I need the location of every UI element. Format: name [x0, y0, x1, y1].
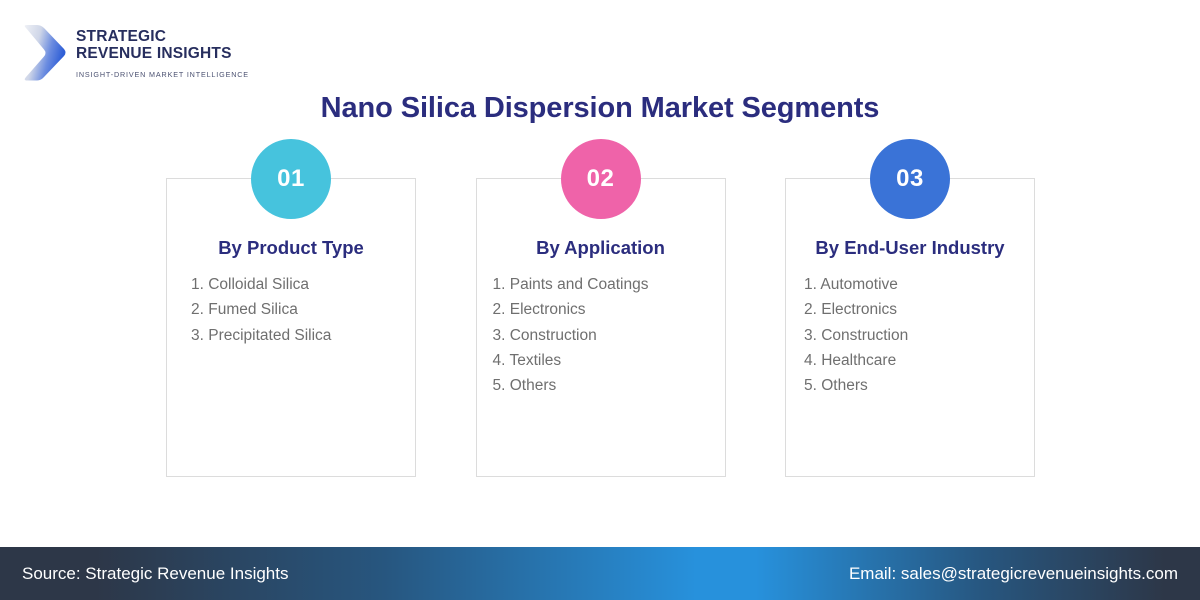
- segment-heading-end-user-industry: By End-User Industry: [815, 237, 1005, 258]
- list-item: 4. Healthcare: [804, 351, 897, 369]
- list-item: 1. Automotive: [804, 276, 898, 293]
- segment-heading-application: By Application: [536, 237, 665, 258]
- list-item: 1. Colloidal Silica: [191, 276, 310, 293]
- brand-logo: STRATEGIC REVENUE INSIGHTS INSIGHT-DRIVE…: [22, 22, 249, 82]
- list-item: 2. Electronics: [492, 301, 586, 319]
- segment-card-product-type: 01 By Product Type 1. Colloidal Silica 2…: [166, 139, 416, 477]
- segment-heading-product-type: By Product Type: [218, 237, 364, 258]
- segment-list-product-type: 1. Colloidal Silica 2. Fumed Silica 3. P…: [191, 272, 405, 348]
- brand-tagline: INSIGHT-DRIVEN MARKET INTELLIGENCE: [76, 69, 249, 79]
- list-item: 2. Electronics: [804, 301, 898, 319]
- list-item: 3. Construction: [804, 326, 909, 344]
- page-title: Nano Silica Dispersion Market Segments: [320, 92, 880, 124]
- list-item: 2. Fumed Silica: [191, 301, 298, 319]
- list-item: 3. Construction: [492, 326, 597, 344]
- list-item: 4. Textiles: [492, 351, 562, 369]
- segment-badge-02: 02: [560, 139, 641, 219]
- segment-card-application: 02 By Application 1. Paints and Coatings…: [475, 139, 726, 477]
- brand-text: STRATEGIC REVENUE INSIGHTS INSIGHT-DRIVE…: [76, 22, 249, 79]
- chevron-arrow-logo-icon: [24, 25, 66, 81]
- segment-badge-03: 03: [870, 139, 950, 219]
- brand-name: STRATEGIC REVENUE INSIGHTS: [76, 28, 232, 63]
- footer-email[interactable]: Email: sales@strategicrevenueinsights.co…: [848, 563, 1178, 583]
- segment-card-end-user-industry: 03 By End-User Industry 1. Automotive 2.…: [785, 139, 1035, 477]
- footer-bar: Source: Strategic Revenue Insights Email…: [0, 547, 1200, 600]
- segments-container: 01 By Product Type 1. Colloidal Silica 2…: [166, 139, 1035, 477]
- segment-list-application: 1. Paints and Coatings 2. Electronics 3.…: [493, 272, 715, 398]
- list-item: 5. Others: [804, 377, 868, 395]
- segment-list-end-user-industry: 1. Automotive 2. Electronics 3. Construc…: [804, 272, 1024, 398]
- list-item: 1. Paints and Coatings: [492, 276, 649, 293]
- footer-source: Source: Strategic Revenue Insights: [22, 563, 289, 583]
- list-item: 3. Precipitated Silica: [191, 326, 332, 344]
- list-item: 5. Others: [492, 377, 557, 395]
- segment-badge-01: 01: [251, 139, 331, 219]
